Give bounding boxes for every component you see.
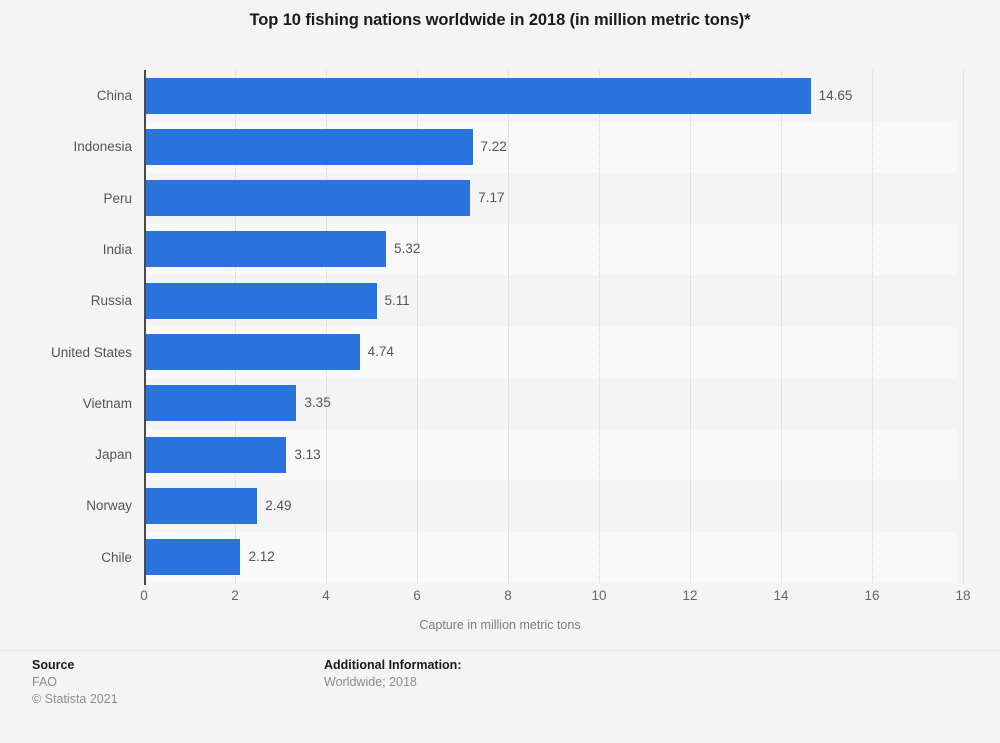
- category-label: Russia: [90, 293, 132, 309]
- bar-row[interactable]: 2.49: [144, 480, 963, 531]
- bar-value-label: 2.49: [265, 497, 292, 513]
- plot-area: 14.65 7.22 7.17 5.32 5.11 4.74 3.35 3.13 2.49 2.1…: [144, 70, 964, 583]
- category-label: India: [102, 241, 132, 257]
- x-tick-label: 4: [322, 588, 330, 603]
- bar-value-label: 2.12: [248, 549, 275, 565]
- bar[interactable]: [144, 128, 473, 165]
- bar[interactable]: [144, 385, 297, 422]
- category-label: Chile: [101, 549, 132, 565]
- bar[interactable]: [144, 334, 360, 370]
- x-tick-label: 0: [140, 588, 148, 603]
- bar-value-label: 5.11: [384, 292, 410, 308]
- bar[interactable]: [144, 282, 377, 319]
- gridline: [963, 70, 964, 583]
- bar[interactable]: [144, 180, 471, 217]
- footer-source-column: Source FAO © Statista 2021: [32, 657, 312, 708]
- source-heading: Source: [32, 658, 75, 672]
- x-tick-label: 2: [231, 588, 239, 603]
- row-band: [144, 480, 957, 532]
- category-label: China: [96, 88, 132, 103]
- x-tick-label: 16: [864, 588, 880, 603]
- bar-value-label: 3.13: [294, 446, 321, 462]
- bar-row[interactable]: 5.11: [144, 275, 963, 326]
- bar-value-label: 4.74: [367, 344, 394, 359]
- x-tick-label: 14: [773, 588, 789, 603]
- gridline: [508, 70, 509, 583]
- bar[interactable]: [144, 436, 287, 473]
- additional-info-value: Worldwide; 2018: [324, 675, 417, 689]
- bar-value-label: 3.35: [304, 395, 331, 411]
- bar-value-label: 14.65: [818, 87, 853, 103]
- chart-title: Top 10 fishing nations worldwide in 2018…: [249, 11, 751, 29]
- gridline: [872, 70, 873, 583]
- bar-row[interactable]: 7.22: [144, 121, 963, 172]
- gridline: [417, 70, 418, 583]
- category-label: Peru: [103, 190, 132, 206]
- category-label: Vietnam: [82, 395, 132, 411]
- x-tick-label: 10: [591, 588, 607, 603]
- bar-row[interactable]: 7.17: [144, 173, 963, 224]
- bar-value-label: 7.17: [478, 190, 505, 206]
- bar[interactable]: [144, 231, 387, 268]
- copyright-text: © Statista 2021: [32, 692, 118, 706]
- bar-row[interactable]: 3.35: [144, 378, 963, 429]
- x-tick-label: 18: [955, 588, 971, 603]
- row-band: [144, 531, 957, 583]
- bar-row[interactable]: 4.74: [144, 327, 963, 378]
- bar-row[interactable]: 2.12: [144, 532, 963, 583]
- bar-row[interactable]: 14.65: [144, 70, 963, 121]
- y-axis-category-labels: China Indonesia Peru India Russia United Stat…: [14, 70, 132, 583]
- bar-value-label: 5.32: [394, 241, 421, 257]
- x-tick-label: 12: [682, 588, 698, 603]
- additional-info-heading: Additional Information:: [324, 658, 462, 672]
- category-label: United States: [50, 344, 132, 360]
- bar[interactable]: [144, 539, 241, 576]
- category-label: Japan: [95, 447, 132, 463]
- x-axis-title: Capture in million metric tons: [419, 618, 581, 632]
- gridline: [326, 70, 327, 583]
- gridline: [690, 70, 691, 583]
- chart-plot-container: 14.65 7.22 7.17 5.32 5.11 4.74 3.35 3.13 2.49 2.1…: [0, 60, 1000, 640]
- bar[interactable]: [144, 487, 258, 524]
- gridline: [599, 70, 600, 583]
- gridline: [235, 70, 236, 583]
- x-tick-label: 8: [504, 588, 512, 603]
- source-name: FAO: [32, 675, 58, 689]
- category-label: Indonesia: [73, 139, 132, 155]
- gridline: [781, 70, 782, 583]
- category-label: Norway: [86, 498, 132, 514]
- footer-divider: [0, 650, 1000, 651]
- chart-footer: Source FAO © Statista 2021 Additional In…: [0, 657, 1000, 737]
- x-tick-label: 6: [413, 588, 421, 603]
- bar-value-label: 7.22: [480, 138, 507, 154]
- x-axis-tick-labels: 0 2 4 6 8 10 12 14 16 18: [140, 588, 970, 610]
- bar-row[interactable]: 5.32: [144, 224, 963, 275]
- bar[interactable]: [144, 77, 811, 114]
- footer-additional-column: Additional Information: Worldwide; 2018: [324, 657, 724, 691]
- y-axis-line: [144, 70, 146, 585]
- bar-row[interactable]: 3.13: [144, 429, 963, 480]
